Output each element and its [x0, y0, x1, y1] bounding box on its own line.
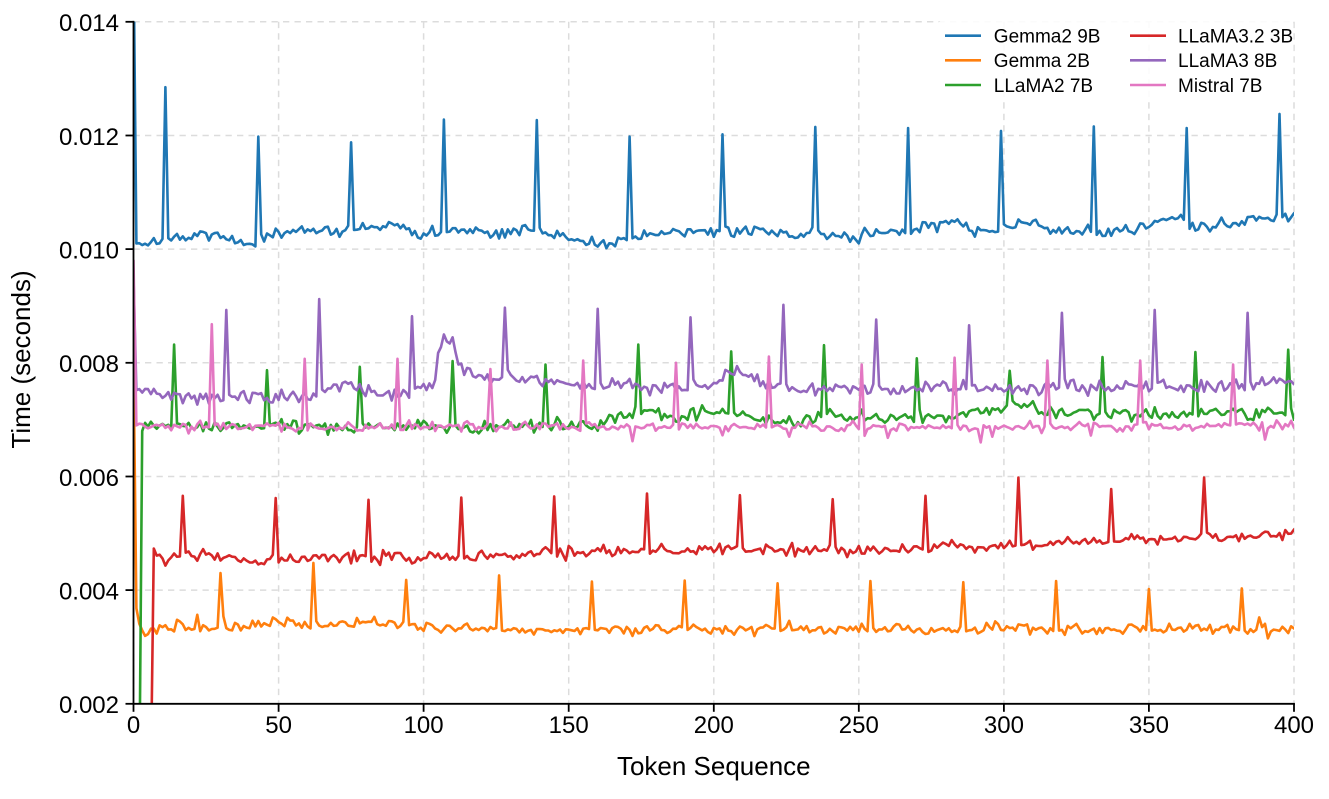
svg-text:LLaMA3.2 3B: LLaMA3.2 3B [1178, 27, 1293, 48]
svg-text:250: 250 [839, 712, 879, 739]
svg-text:0: 0 [127, 712, 140, 739]
svg-text:LLaMA2 7B: LLaMA2 7B [994, 76, 1093, 97]
svg-text:0.004: 0.004 [59, 578, 119, 605]
svg-text:0.014: 0.014 [59, 10, 119, 37]
svg-text:100: 100 [404, 712, 444, 739]
svg-text:0.010: 0.010 [59, 237, 119, 264]
svg-text:LLaMA3 8B: LLaMA3 8B [1178, 51, 1277, 72]
svg-text:Gemma2 9B: Gemma2 9B [994, 27, 1101, 48]
svg-text:350: 350 [1129, 712, 1169, 739]
svg-text:200: 200 [694, 712, 734, 739]
svg-text:150: 150 [549, 712, 589, 739]
svg-text:Token Sequence: Token Sequence [617, 751, 811, 781]
svg-text:50: 50 [265, 712, 292, 739]
svg-text:0.002: 0.002 [59, 692, 119, 719]
svg-text:0.012: 0.012 [59, 124, 119, 151]
svg-text:0.006: 0.006 [59, 465, 119, 492]
svg-text:300: 300 [984, 712, 1024, 739]
svg-text:Gemma 2B: Gemma 2B [994, 51, 1090, 72]
svg-text:400: 400 [1274, 712, 1314, 739]
svg-text:Time (seconds): Time (seconds) [6, 270, 36, 448]
svg-text:Mistral 7B: Mistral 7B [1178, 76, 1262, 97]
svg-text:0.008: 0.008 [59, 351, 119, 378]
